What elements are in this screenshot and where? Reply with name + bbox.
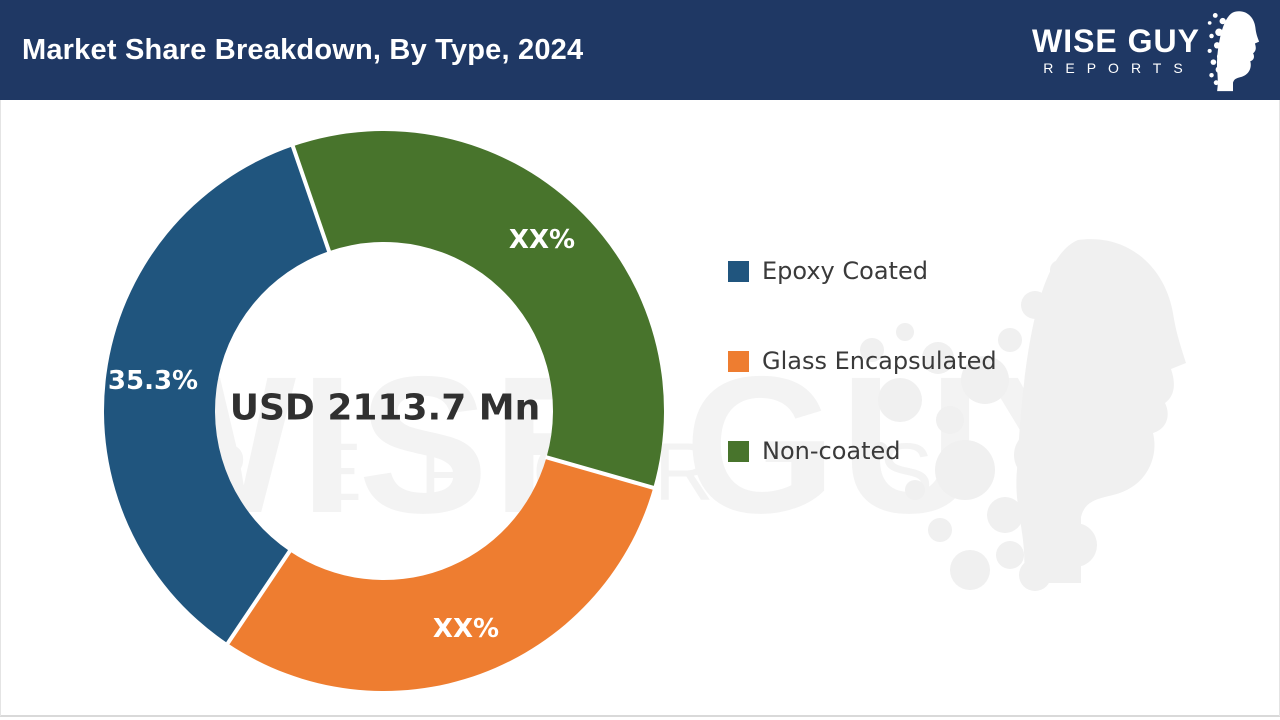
legend-label: Non-coated bbox=[762, 437, 901, 465]
legend-label: Epoxy Coated bbox=[762, 257, 928, 285]
bottom-border-line bbox=[0, 715, 1280, 717]
watermark-face-icon bbox=[860, 239, 1186, 591]
legend-swatch-glass-encapsulated bbox=[728, 350, 749, 372]
donut-center-value: USD 2113.7 Mn bbox=[229, 387, 541, 429]
logo-wordmark: WISE GUY bbox=[1031, 23, 1200, 59]
logo-face-icon bbox=[1207, 11, 1260, 92]
logo-subtitle: REPORTS bbox=[1043, 60, 1195, 76]
legend-item-epoxy-coated: Epoxy Coated bbox=[728, 257, 997, 285]
logo-text: WISE GUY REPORTS bbox=[1032, 24, 1200, 76]
legend-label: Glass Encapsulated bbox=[762, 347, 997, 375]
legend-swatch-epoxy-coated bbox=[728, 260, 749, 282]
legend-item-non-coated: Non-coated bbox=[728, 437, 997, 465]
wiseguy-logo: WISE GUY REPORTS bbox=[1032, 8, 1264, 92]
left-border-line bbox=[0, 100, 1, 716]
legend-item-glass-encapsulated: Glass Encapsulated bbox=[728, 347, 997, 375]
page-title: Market Share Breakdown, By Type, 2024 bbox=[22, 33, 584, 66]
legend: Epoxy Coated Glass Encapsulated Non-coat… bbox=[728, 257, 997, 465]
slice-label-glass-encapsulated: XX% bbox=[432, 614, 500, 644]
header-bar: Market Share Breakdown, By Type, 2024 WI… bbox=[0, 0, 1280, 100]
slice-label-non-coated: XX% bbox=[508, 225, 576, 255]
legend-swatch-non-coated bbox=[728, 440, 749, 462]
slice-label-epoxy-coated: 35.3% bbox=[107, 366, 199, 396]
